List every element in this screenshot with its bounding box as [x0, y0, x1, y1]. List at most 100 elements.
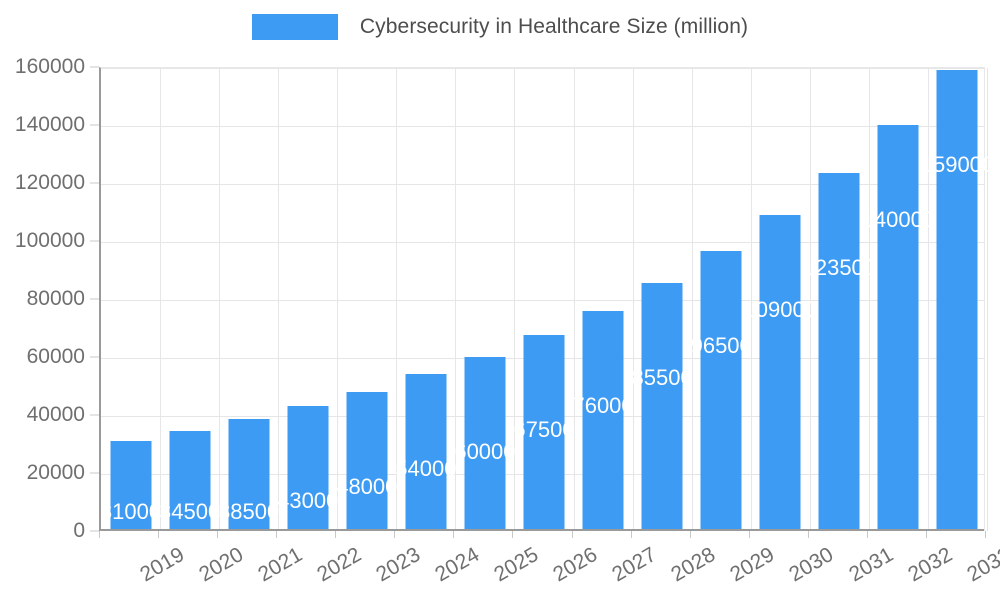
bar-group-2022: 43000 — [277, 68, 338, 531]
x-axis-tick-label: 2021 — [254, 543, 307, 587]
gridline-vertical — [928, 68, 929, 531]
y-axis-tick-label: 120000 — [14, 171, 85, 194]
bar-group-2032: 140000 — [862, 68, 935, 531]
bar[interactable] — [523, 335, 565, 531]
x-axis: 2019 2020 2021 2022 2023 2024 2025 2026 2027 2028… — [99, 531, 1000, 600]
x-axis-tick-label: 2025 — [490, 543, 543, 587]
y-axis-tick-mark — [90, 530, 99, 532]
vertical-gridlines — [101, 68, 988, 531]
x-axis-tick-label: 2027 — [608, 543, 661, 587]
x-axis-tick-label: 2032 — [903, 543, 956, 587]
x-axis-tick-mark — [217, 531, 218, 538]
y-axis-tick-mark — [90, 414, 99, 416]
x-axis-tick-mark — [572, 531, 573, 538]
bar[interactable] — [110, 441, 152, 531]
x-axis-tick-label: 2030 — [785, 543, 838, 587]
x-axis-tick-label: 2033 — [962, 543, 1000, 587]
bar[interactable] — [464, 357, 506, 531]
x-axis-tick-mark — [335, 531, 336, 538]
x-axis-tick-label: 2026 — [549, 543, 602, 587]
bar[interactable] — [818, 172, 860, 531]
bar-group-2026: 67500 — [513, 68, 575, 531]
x-axis-tick-mark — [690, 531, 691, 538]
gridline-vertical — [692, 68, 693, 531]
bar[interactable] — [582, 310, 624, 531]
x-axis-tick-mark — [512, 531, 513, 538]
y-axis-tick-label: 100000 — [14, 229, 85, 252]
y-axis-tick-mark — [90, 356, 99, 358]
x-axis-tick-mark — [276, 531, 277, 538]
x-axis-tick-label: 2029 — [726, 543, 779, 587]
bar-group-2020: 34500 — [159, 68, 220, 531]
gridline-vertical — [987, 68, 988, 531]
bar[interactable] — [700, 251, 742, 531]
bar-group-2033: 159000 — [921, 68, 994, 531]
y-axis-tick-mark — [90, 472, 99, 474]
gridline-horizontal — [101, 126, 984, 127]
y-axis-tick-mark — [90, 240, 99, 242]
bars-layer: 31000 34500 38500 43000 48000 54000 60000 67500… — [100, 68, 994, 531]
gridline-vertical — [574, 68, 575, 531]
bar-group-2024: 54000 — [395, 68, 456, 531]
bar[interactable] — [641, 283, 683, 531]
x-axis-tick-mark — [453, 531, 454, 538]
bar-group-2028: 85500 — [632, 68, 693, 531]
x-axis-tick-mark — [808, 531, 809, 538]
y-axis-tick-mark — [90, 66, 99, 68]
x-axis-tick-mark — [158, 531, 159, 538]
gridline-vertical — [219, 68, 220, 531]
legend-swatch-series-0[interactable] — [251, 14, 338, 40]
bar[interactable] — [759, 214, 801, 531]
bar[interactable] — [346, 391, 388, 531]
x-axis-tick-mark — [394, 531, 395, 538]
bar[interactable] — [228, 419, 270, 531]
gridline-vertical — [160, 68, 161, 531]
x-axis-tick-label: 2019 — [135, 543, 188, 587]
y-axis-tick-label: 160000 — [14, 55, 85, 78]
y-axis-tick-label: 80000 — [26, 287, 85, 310]
y-axis-tick-label: 140000 — [14, 113, 85, 136]
bar-group-2030: 109000 — [744, 68, 817, 531]
y-axis-tick-label: 20000 — [26, 461, 85, 484]
gridline-vertical — [633, 68, 634, 531]
bar-group-2029: 96500 — [691, 68, 752, 531]
legend-label-series-0[interactable]: Cybersecurity in Healthcare Size (millio… — [359, 15, 749, 38]
gridline-horizontal — [101, 300, 984, 301]
bar[interactable] — [936, 69, 978, 531]
gridline-vertical — [337, 68, 338, 531]
gridline-vertical — [869, 68, 870, 531]
gridline-vertical — [455, 68, 456, 531]
chart-legend: Cybersecurity in Healthcare Size (millio… — [0, 14, 1000, 40]
bar[interactable] — [287, 406, 329, 531]
x-axis-tick-label: 2022 — [313, 543, 366, 587]
gridline-vertical — [514, 68, 515, 531]
plot-area: 31000 34500 38500 43000 48000 54000 60000 67500… — [99, 67, 994, 531]
bar-group-2021: 38500 — [218, 68, 279, 531]
x-axis-tick-mark — [926, 531, 927, 538]
bar[interactable] — [877, 125, 919, 531]
bar-group-2031: 123500 — [803, 68, 876, 531]
bar[interactable] — [405, 374, 447, 531]
y-axis-tick-label: 40000 — [26, 403, 85, 426]
bar-group-2025: 60000 — [454, 68, 516, 531]
x-axis-tick-label: 2031 — [844, 543, 897, 587]
gridline-horizontal — [101, 184, 984, 185]
gridline-vertical — [751, 68, 752, 531]
bar[interactable] — [169, 430, 211, 531]
x-axis-baseline — [101, 529, 984, 531]
x-axis-tick-mark — [749, 531, 750, 538]
gridline-vertical — [278, 68, 279, 531]
y-axis-tick-mark — [90, 182, 99, 184]
gridline-horizontal — [101, 242, 984, 243]
x-axis-tick-mark — [985, 531, 986, 538]
gridline-vertical — [810, 68, 811, 531]
gridline-horizontal — [101, 68, 984, 69]
bar-group-2027: 76000 — [572, 68, 634, 531]
y-axis-tick-mark — [90, 298, 99, 300]
x-axis-tick-label: 2024 — [431, 543, 484, 587]
y-axis-tick-mark — [90, 124, 99, 126]
x-axis-tick-label: 2028 — [667, 543, 720, 587]
gridline-vertical — [396, 68, 397, 531]
x-axis-tick-mark — [99, 531, 100, 538]
